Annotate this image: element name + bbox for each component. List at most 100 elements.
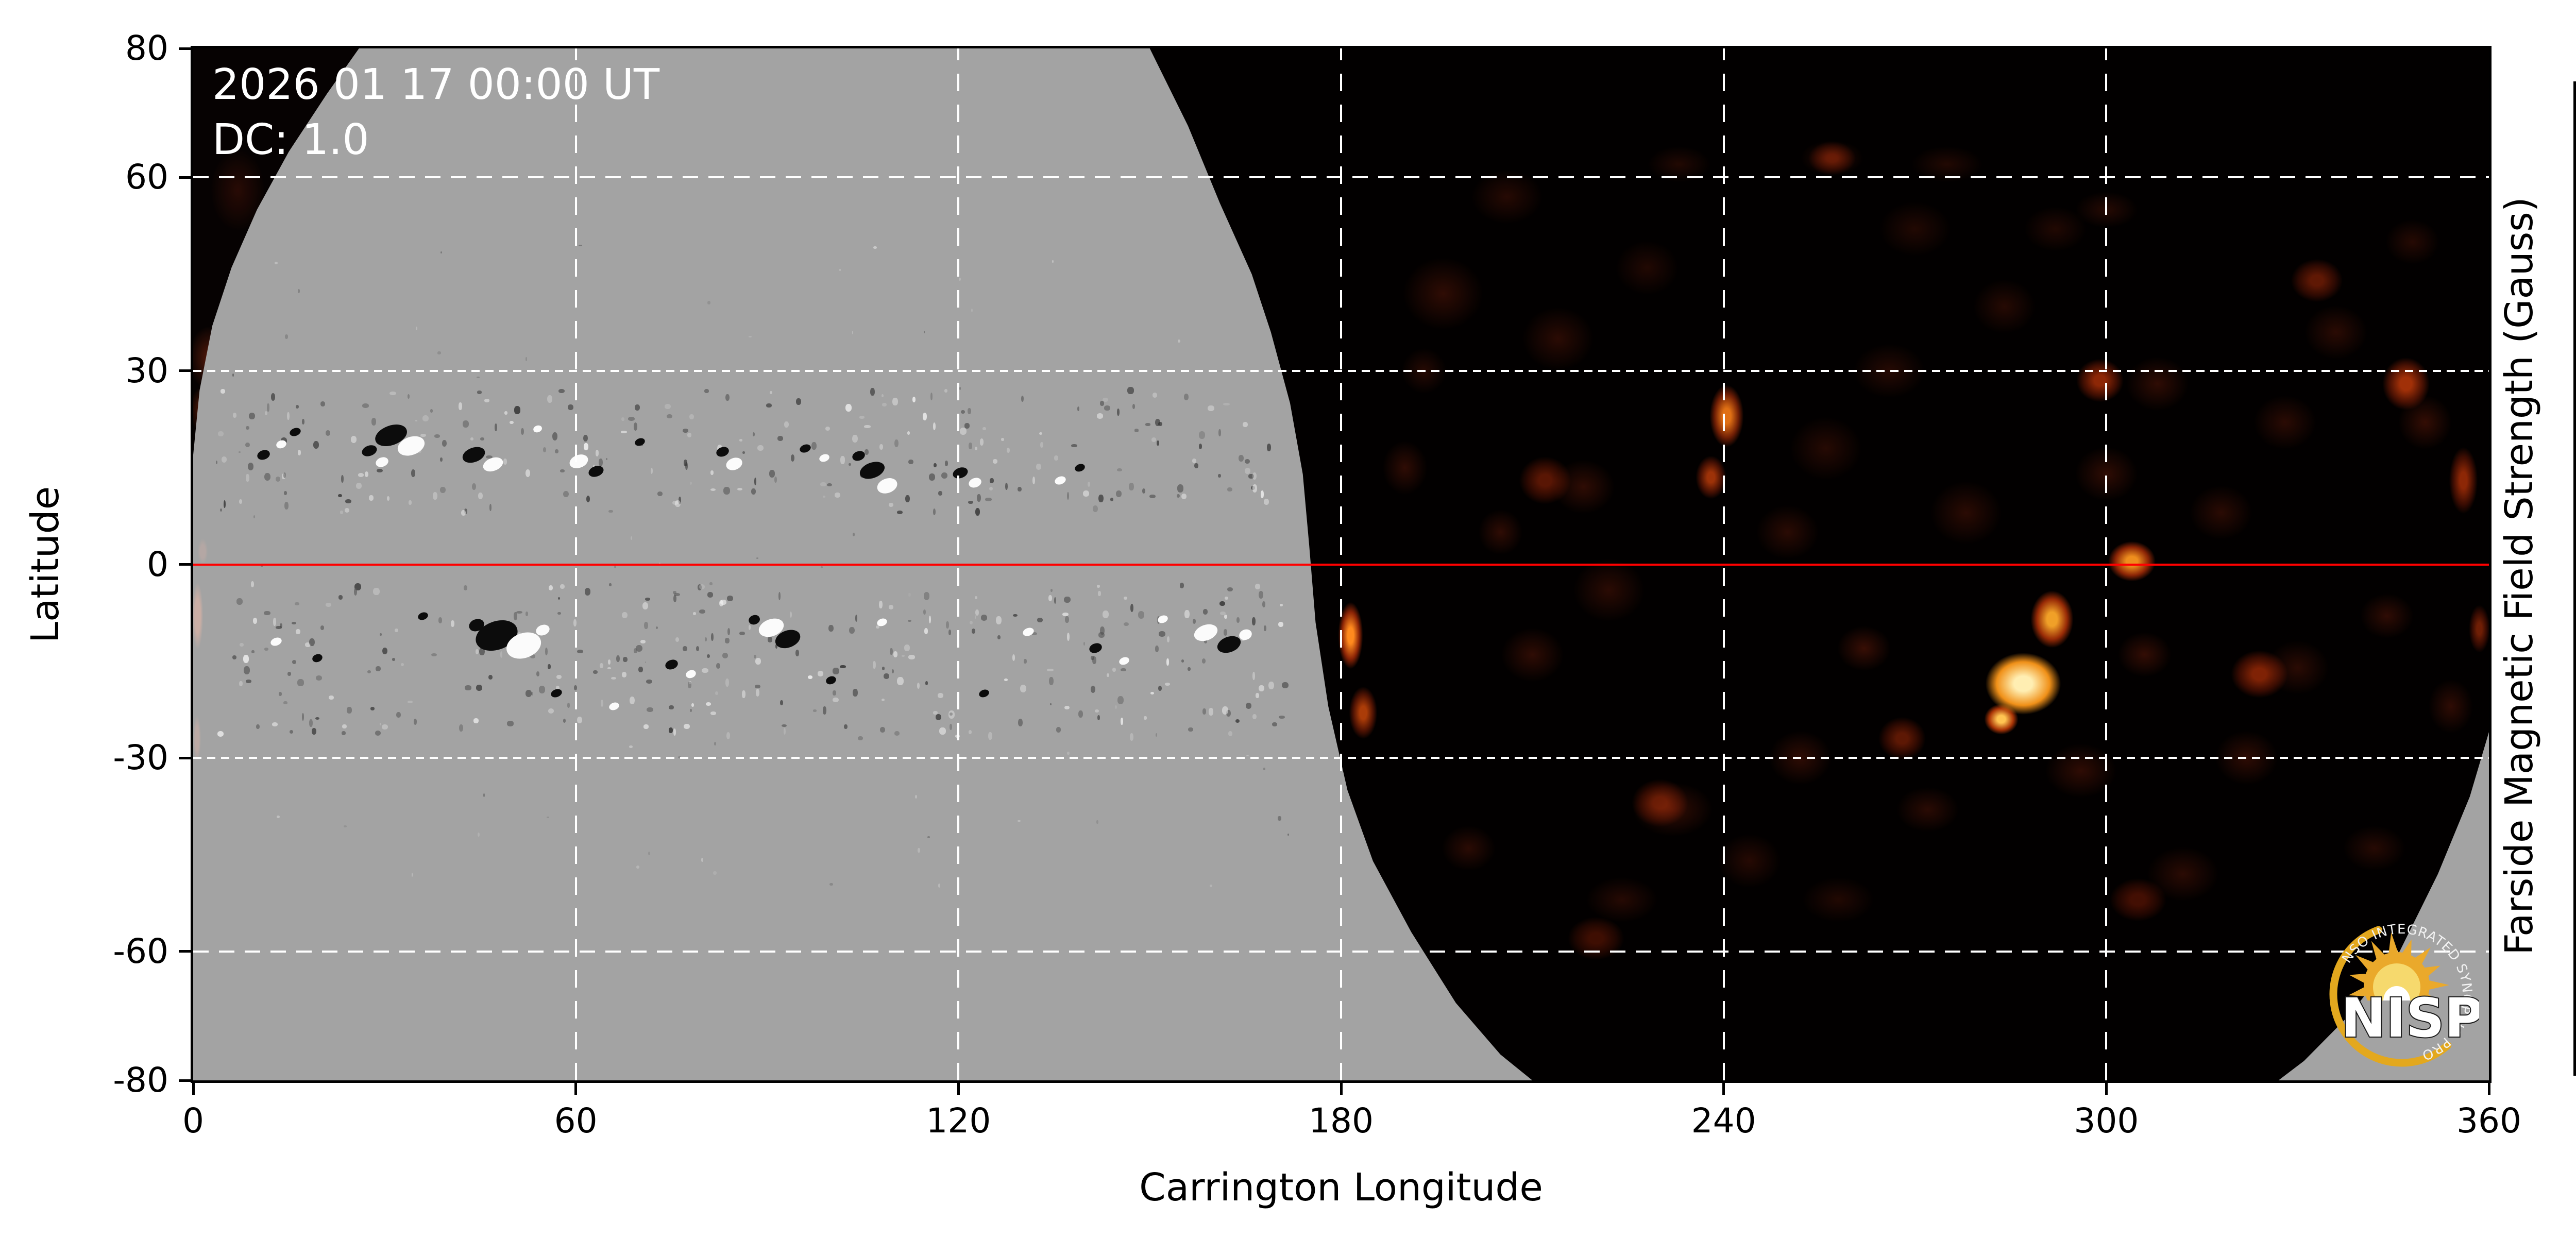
speckle [709, 582, 713, 585]
speckle [557, 612, 561, 615]
farside-wrap-strip [196, 535, 209, 568]
active-region-positive [724, 455, 744, 472]
speckle [1066, 633, 1070, 641]
farside-hotspot [1959, 267, 2049, 345]
speckle [675, 500, 681, 507]
speckle [503, 459, 507, 465]
speckle [818, 671, 824, 676]
speckle [1209, 707, 1213, 716]
speckle [769, 391, 773, 394]
speckle [256, 724, 260, 730]
speckle [631, 536, 633, 540]
speckle [261, 565, 263, 568]
y-tick-label: -30 [113, 738, 168, 778]
speckle [1219, 601, 1225, 606]
speckle [1096, 820, 1098, 824]
speckle [1064, 705, 1070, 710]
timestamp-overlay: 2026 01 17 00:00 UT DC: 1.0 [212, 58, 659, 167]
speckle [727, 628, 731, 636]
y-tick [179, 756, 193, 759]
speckle [879, 444, 884, 450]
speckle [1054, 455, 1058, 461]
speckle [215, 460, 218, 464]
active-region-positive [374, 455, 389, 468]
speckle [1032, 477, 1036, 485]
speckle [646, 707, 653, 712]
speckle [971, 308, 973, 313]
speckle [489, 503, 492, 512]
speckle [1092, 656, 1096, 665]
speckle [684, 723, 690, 730]
speckle [908, 619, 911, 622]
speckle [1020, 684, 1027, 693]
speckle [608, 510, 613, 513]
speckle [1236, 617, 1240, 623]
speckle [558, 389, 565, 394]
speckle [218, 431, 224, 436]
speckle [1082, 490, 1090, 497]
speckle [853, 533, 855, 537]
speckle [1188, 727, 1193, 732]
speckle [1132, 403, 1135, 410]
speckle [636, 865, 640, 869]
speckle [927, 836, 930, 839]
speckle [948, 629, 952, 635]
active-region-negative [416, 610, 429, 621]
speckle [752, 432, 755, 437]
speckle [995, 616, 1002, 625]
speckle [1090, 685, 1096, 693]
speckle [844, 724, 848, 730]
speckle [938, 692, 943, 698]
speckle [795, 650, 799, 657]
speckle [344, 825, 347, 827]
nisp-logo-svg: NSO INTEGRATED SYNOPTIC PROGRAM NISP [2329, 922, 2485, 1067]
active-region-positive [684, 668, 697, 680]
speckle [769, 470, 775, 478]
x-tick [1340, 1080, 1343, 1095]
speckle [1202, 708, 1206, 715]
speckle [701, 857, 704, 862]
speckle [548, 585, 553, 591]
speckle [1201, 658, 1206, 664]
speckle [476, 684, 483, 691]
active-region-negative [1088, 641, 1104, 655]
speckle [713, 871, 717, 875]
speckle [784, 727, 786, 735]
speckle [1018, 486, 1022, 492]
speckle [1037, 618, 1043, 622]
speckle [992, 459, 997, 464]
active-region-negative [1073, 462, 1086, 473]
speckle [552, 432, 558, 440]
speckle [1181, 659, 1184, 663]
speckle [656, 626, 658, 630]
speckle [725, 638, 730, 644]
speckle [309, 638, 315, 646]
speckle [1012, 614, 1018, 617]
speckle [245, 442, 250, 448]
speckle [938, 883, 941, 888]
speckle [295, 405, 299, 409]
speckle [297, 450, 301, 455]
speckle [239, 642, 244, 647]
speckle [1078, 710, 1083, 718]
speckle [290, 730, 294, 734]
active-region-positive [568, 452, 590, 471]
speckle [389, 392, 397, 396]
speckle [239, 499, 243, 504]
speckle [287, 412, 290, 420]
speckle [560, 584, 565, 589]
speckle [894, 731, 900, 736]
speckle [1157, 440, 1159, 446]
speckle [657, 491, 663, 497]
speckle [1066, 491, 1069, 500]
speckle [329, 696, 334, 700]
speckle [852, 331, 854, 335]
speckle [530, 654, 535, 658]
speckle [1004, 679, 1008, 682]
speckle [923, 413, 927, 420]
y-tick-label: 80 [125, 28, 168, 68]
speckle [1164, 682, 1171, 686]
speckle [1062, 613, 1069, 617]
speckle [387, 496, 390, 501]
